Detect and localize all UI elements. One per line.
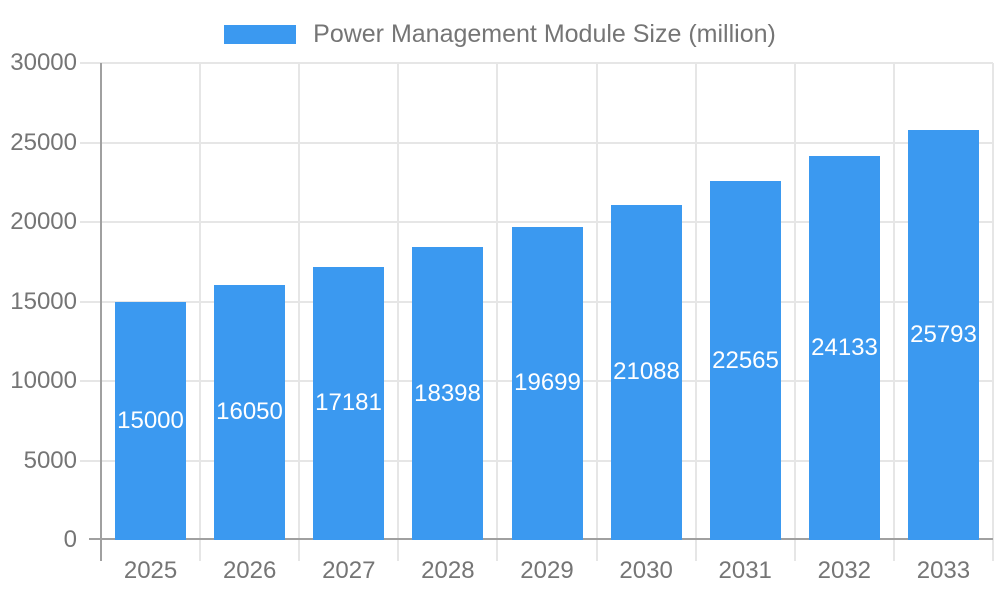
bar-value-label: 24133 <box>811 334 878 362</box>
x-tick-label: 2029 <box>520 557 574 584</box>
bar-2029[interactable]: 19699 <box>512 226 583 540</box>
bar-2025[interactable]: 15000 <box>115 301 186 540</box>
y-tick-label: 5000 <box>23 446 77 474</box>
gridline-vertical <box>298 63 301 561</box>
bar-2030[interactable]: 21088 <box>611 204 682 540</box>
y-axis-line <box>100 63 102 561</box>
x-tick-label: 2028 <box>421 557 475 584</box>
bar-2033[interactable]: 25793 <box>908 129 979 540</box>
x-tick-label: 2032 <box>817 557 872 584</box>
gridline-vertical <box>595 63 598 561</box>
gridline-horizontal <box>80 141 993 144</box>
x-tick-label: 2025 <box>123 557 178 584</box>
bar-value-label: 18398 <box>414 379 481 407</box>
bar-value-label: 25793 <box>910 320 977 348</box>
x-tick-label: 2026 <box>222 557 277 584</box>
gridline-vertical <box>397 63 400 561</box>
x-tick-label: 2033 <box>916 557 971 584</box>
bar-value-label: 19699 <box>514 369 581 397</box>
gridline-vertical <box>992 63 994 561</box>
bar-value-label: 21088 <box>613 358 680 386</box>
bar-2028[interactable]: 18398 <box>412 247 483 540</box>
gridline-vertical <box>892 63 895 561</box>
bar-value-label: 15000 <box>117 406 184 434</box>
gridline-horizontal <box>80 221 993 223</box>
gridline-vertical <box>199 63 202 561</box>
y-tick-label: 25000 <box>10 128 77 156</box>
y-tick-label: 15000 <box>10 287 77 315</box>
y-tick-label: 20000 <box>10 208 77 235</box>
x-tick-label: 2030 <box>619 557 673 584</box>
bar-2026[interactable]: 16050 <box>214 284 285 540</box>
gridline-vertical <box>793 63 796 561</box>
bar-2027[interactable]: 17181 <box>313 266 384 540</box>
bar-2031[interactable]: 22565 <box>710 181 781 540</box>
legend-item[interactable]: Power Management Module Size (million) <box>224 16 776 52</box>
y-tick-label: 0 <box>63 526 77 553</box>
y-tick-label: 30000 <box>10 49 77 76</box>
legend-label: Power Management Module Size (million) <box>313 20 776 48</box>
gridline-horizontal <box>80 62 993 64</box>
bar-value-label: 16050 <box>216 398 283 426</box>
bar-value-label: 22565 <box>712 346 779 374</box>
bar-value-label: 17181 <box>315 389 382 417</box>
legend-swatch-icon <box>224 24 297 44</box>
gridline-vertical <box>694 63 697 561</box>
gridline-vertical <box>496 63 499 561</box>
legend: Power Management Module Size (million) <box>0 16 1000 52</box>
y-tick-label: 10000 <box>10 367 77 394</box>
x-tick-label: 2027 <box>322 557 376 584</box>
x-tick-label: 2031 <box>718 557 772 584</box>
bar-2032[interactable]: 24133 <box>809 156 880 540</box>
